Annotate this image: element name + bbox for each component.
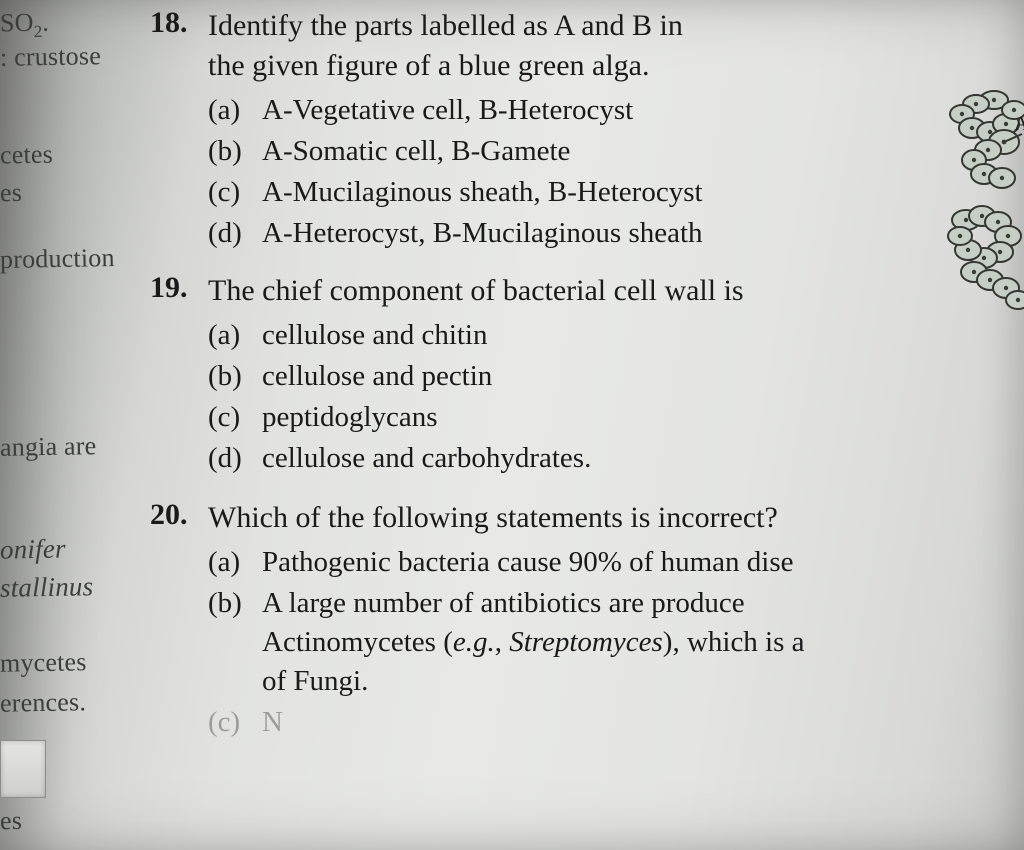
q18-b-text: A-Somatic cell, B-Gamete: [262, 132, 1014, 171]
question-20: 20. Which of the following statements is…: [150, 498, 1014, 742]
q20-option-c: (c) N: [208, 703, 1014, 742]
q19-d-label: (d): [208, 439, 262, 478]
q20-a-label: (a): [208, 543, 262, 582]
q18-line1: Identify the parts labelled as A and B i…: [208, 9, 683, 42]
question-19: 19. The chief component of bacterial cel…: [150, 271, 1014, 478]
q18-number: 18.: [150, 6, 188, 40]
q19-option-b: (b) cellulose and pectin: [208, 357, 1014, 396]
q19-text: The chief component of bacterial cell wa…: [208, 271, 1014, 311]
q19-a-label: (a): [208, 316, 262, 355]
q19-b-text: cellulose and pectin: [262, 357, 1014, 396]
bleed-production: production: [0, 243, 115, 275]
q20-b-line2-post: ), which is a: [663, 626, 805, 658]
q18-d-text: A-Heterocyst, B-Mucilaginous sheath: [262, 214, 1014, 253]
q19-a-text: cellulose and chitin: [262, 316, 1014, 355]
q20-b-line1: A large number of antibiotics are produc…: [262, 587, 745, 619]
q20-options: (a) Pathogenic bacteria cause 90% of hum…: [208, 543, 1014, 741]
q19-c-label: (c): [208, 398, 262, 437]
q18-c-text: A-Mucilaginous sheath, B-Heterocyst: [262, 173, 1014, 212]
q18-option-a: (a) A-Vegetative cell, B-Heterocyst: [208, 91, 1014, 130]
q18-b-label: (b): [208, 132, 262, 171]
q18-option-c: (c) A-Mucilaginous sheath, B-Heterocyst: [208, 173, 1014, 212]
bleed-angia: angia are: [0, 431, 97, 463]
q18-option-d: (d) A-Heterocyst, B-Mucilaginous sheath: [208, 214, 1014, 253]
q19-c-text: peptidoglycans: [262, 398, 1014, 437]
q20-text: Which of the following statements is inc…: [208, 498, 1014, 538]
q20-b-line3: of Fungi.: [262, 665, 368, 697]
q20-b-line2-pre: Actinomycetes (: [262, 626, 453, 658]
q18-options: (a) A-Vegetative cell, B-Heterocyst (b) …: [208, 91, 1014, 252]
q20-b-text: A large number of antibiotics are produc…: [262, 584, 1014, 701]
q20-c-text: N: [262, 703, 1014, 742]
q20-option-a: (a) Pathogenic bacteria cause 90% of hum…: [208, 543, 1014, 582]
q18-c-label: (c): [208, 173, 262, 212]
q20-b-genus: Streptomyces: [509, 626, 663, 658]
q18-text: Identify the parts labelled as A and B i…: [208, 6, 1014, 85]
q18-line2: the given figure of a blue green alga.: [208, 49, 649, 82]
page-edge-box: [0, 740, 46, 798]
bleed-es-1: es: [0, 178, 22, 208]
bleed-stallinus: stallinus: [0, 571, 94, 604]
q20-c-label: (c): [208, 703, 262, 742]
q20-a-text: Pathogenic bacteria cause 90% of human d…: [262, 543, 1014, 582]
q18-a-label: (a): [208, 91, 262, 130]
q19-option-a: (a) cellulose and chitin: [208, 316, 1014, 355]
q19-b-label: (b): [208, 357, 262, 396]
q18-a-text: A-Vegetative cell, B-Heterocyst: [262, 91, 1014, 130]
q20-number: 20.: [150, 498, 188, 532]
bleed-mycetes: mycetes: [0, 647, 87, 679]
q20-b-label: (b): [208, 584, 262, 701]
q19-options: (a) cellulose and chitin (b) cellulose a…: [208, 316, 1014, 477]
q18-d-label: (d): [208, 214, 262, 253]
bleed-es-2: es: [0, 806, 22, 836]
textbook-page: SO2. : crustose cetes es production angi…: [0, 0, 1024, 850]
q19-option-c: (c) peptidoglycans: [208, 398, 1014, 437]
bleed-onifer: onifer: [0, 533, 66, 565]
q19-option-d: (d) cellulose and carbohydrates.: [208, 439, 1014, 478]
q20-option-b: (b) A large number of antibiotics are pr…: [208, 584, 1014, 701]
q19-number: 19.: [150, 271, 188, 305]
q18-option-b: (b) A-Somatic cell, B-Gamete: [208, 132, 1014, 171]
bleed-so2-text: SO: [0, 8, 34, 38]
q19-d-text: cellulose and carbohydrates.: [262, 439, 1014, 478]
q20-b-eg: e.g.: [453, 626, 495, 658]
content-column: 18. Identify the parts labelled as A and…: [150, 6, 1014, 744]
bleed-crustose: : crustose: [0, 41, 101, 73]
bleed-erences: erences.: [0, 687, 86, 718]
figure-label-a: A: [1014, 113, 1024, 135]
bleed-cetes: cetes: [0, 140, 53, 171]
q20-b-line2-mid: ,: [495, 626, 510, 658]
bleed-so2: SO2.: [0, 8, 49, 43]
question-18: 18. Identify the parts labelled as A and…: [150, 6, 1014, 253]
bleed-so2-tail: .: [42, 8, 49, 37]
